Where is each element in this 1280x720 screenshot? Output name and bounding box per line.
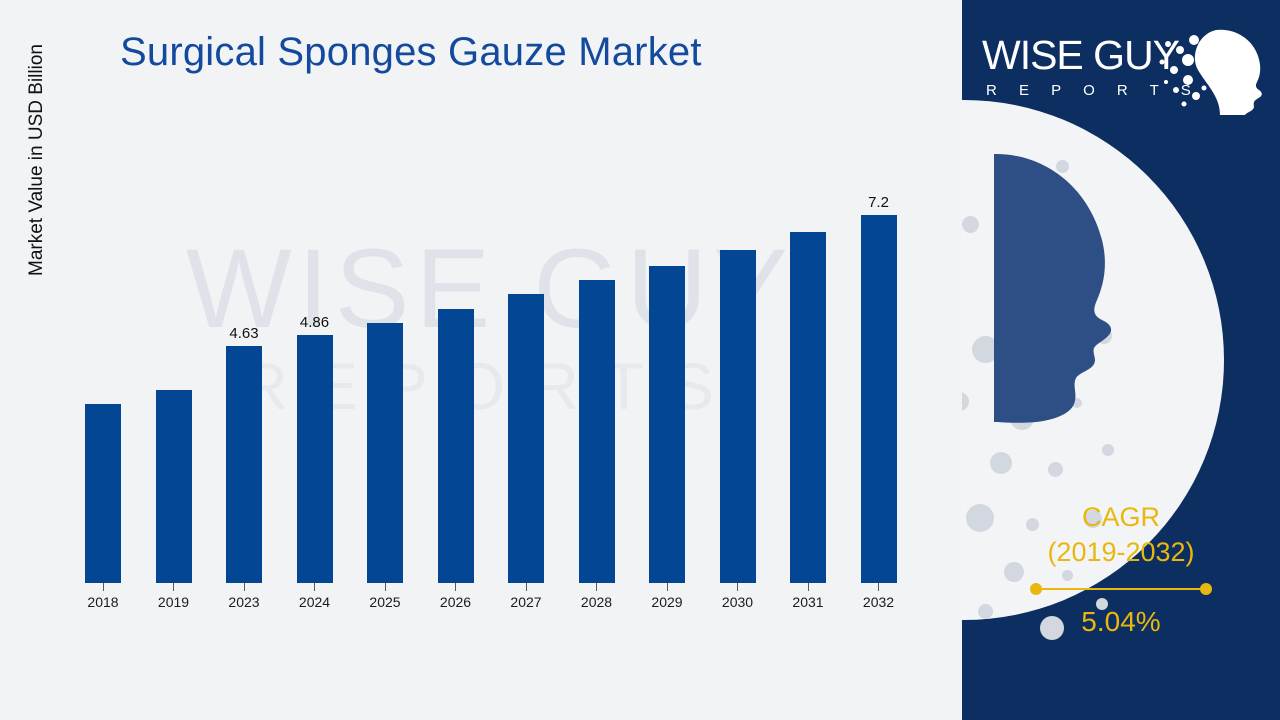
bar-group: 7.2 2032: [860, 194, 897, 610]
axis-tick: [596, 583, 597, 591]
logo-head-dots-icon: [1159, 29, 1262, 115]
bar[interactable]: [85, 404, 121, 583]
axis-tick: [807, 583, 809, 591]
decorative-dot: [1084, 510, 1102, 528]
logo-subtitle: R E P O R T S: [986, 82, 1200, 99]
x-axis-tick-label: 2025: [369, 594, 401, 610]
decorative-dot: [962, 216, 979, 233]
bar[interactable]: [860, 215, 897, 583]
x-axis-tick-label: 2029: [651, 594, 683, 610]
brand-panel: WISE GUY R E P O R T S CAGR: [962, 0, 1280, 720]
decorative-dot: [1026, 518, 1039, 531]
x-axis-tick-label: 2018: [87, 594, 119, 610]
cagr-value: 5.04%: [1081, 606, 1161, 638]
x-axis-tick-label: 2019: [157, 594, 190, 610]
bar[interactable]: [367, 323, 403, 583]
divider-line: [1036, 588, 1206, 591]
decorative-dot: [1072, 398, 1082, 408]
chart-region: WISE GUY REPORTS Surgical Sponges Gauze …: [26, 30, 906, 610]
bar[interactable]: [649, 266, 685, 583]
decorative-dot: [962, 392, 969, 411]
x-axis-tick-label: 2023: [228, 594, 260, 610]
x-axis-tick-label: 2031: [792, 594, 824, 610]
bar-group: 2031: [790, 232, 826, 610]
decorative-dot: [1040, 616, 1064, 640]
axis-tick: [173, 583, 174, 591]
cagr-title: CAGR: [1081, 502, 1160, 532]
axis-tick: [102, 583, 104, 591]
axis-tick: [314, 583, 315, 591]
chart-baseline: [78, 583, 906, 584]
decorative-dot: [966, 504, 994, 532]
bar[interactable]: [296, 335, 333, 583]
bar-value-label: 4.86: [299, 314, 330, 331]
bar-group: 2027: [508, 294, 544, 610]
decorative-dot: [1062, 570, 1073, 581]
bar-group: 2025: [367, 323, 403, 610]
decorative-dot: [1096, 598, 1108, 610]
bar[interactable]: [437, 309, 474, 583]
bar-chart-plot: 2018 2019 4.63 2023 4.86 2024 2025 2026 2027 2028…: [78, 194, 906, 610]
bar[interactable]: [155, 390, 192, 583]
head-profile-icon: [994, 154, 1112, 423]
divider-dot-right: [1200, 583, 1212, 596]
axis-tick: [666, 583, 668, 591]
x-axis-tick-label: 2027: [510, 594, 542, 610]
decorative-dot: [990, 452, 1012, 474]
bar-group: 2019: [155, 390, 192, 610]
bar[interactable]: [578, 280, 615, 583]
cagr-block: CAGR (2019-2032) 5.04%: [962, 500, 1280, 639]
axis-tick: [737, 583, 738, 591]
logo-wordmark: WISE GUY: [982, 32, 1180, 78]
axis-tick: [878, 583, 879, 591]
bar-group: 4.86 2024: [296, 314, 333, 610]
axis-tick: [455, 583, 456, 591]
decorative-dot: [1102, 444, 1114, 456]
decorative-dot: [1056, 160, 1069, 173]
wiseguy-reports-logo: WISE GUY R E P O R T S: [976, 26, 1266, 118]
axis-tick: [384, 583, 386, 591]
bar-group: 2026: [437, 309, 474, 610]
bar[interactable]: [508, 294, 544, 583]
x-axis-tick-label: 2030: [721, 594, 754, 610]
x-axis-tick-label: 2026: [439, 594, 472, 610]
cagr-divider: [1030, 583, 1212, 596]
x-axis-tick-label: 2024: [298, 594, 331, 610]
axis-tick: [243, 583, 245, 591]
bar-group: 4.63 2023: [226, 325, 262, 610]
bar[interactable]: [790, 232, 826, 583]
x-axis-tick-label: 2032: [862, 594, 895, 610]
decorative-dot: [1004, 562, 1024, 582]
bar-value-label: 7.2: [868, 194, 889, 211]
axis-tick: [525, 583, 527, 591]
decorative-dot: [978, 604, 993, 619]
page-title: Surgical Sponges Gauze Market: [120, 30, 702, 74]
bar-group: 2018: [85, 404, 121, 610]
bar-group: 2028: [578, 280, 615, 610]
bar-value-label: 4.63: [229, 325, 259, 342]
cagr-period: (2019-2032): [1047, 536, 1195, 567]
bar-group: 2029: [649, 266, 685, 610]
decorative-dot: [1048, 462, 1063, 477]
bar[interactable]: [719, 250, 756, 583]
bar-group: 2030: [719, 250, 756, 610]
x-axis-tick-label: 2028: [580, 594, 613, 610]
panel-decoration: [962, 0, 1280, 720]
bar[interactable]: [226, 346, 262, 583]
